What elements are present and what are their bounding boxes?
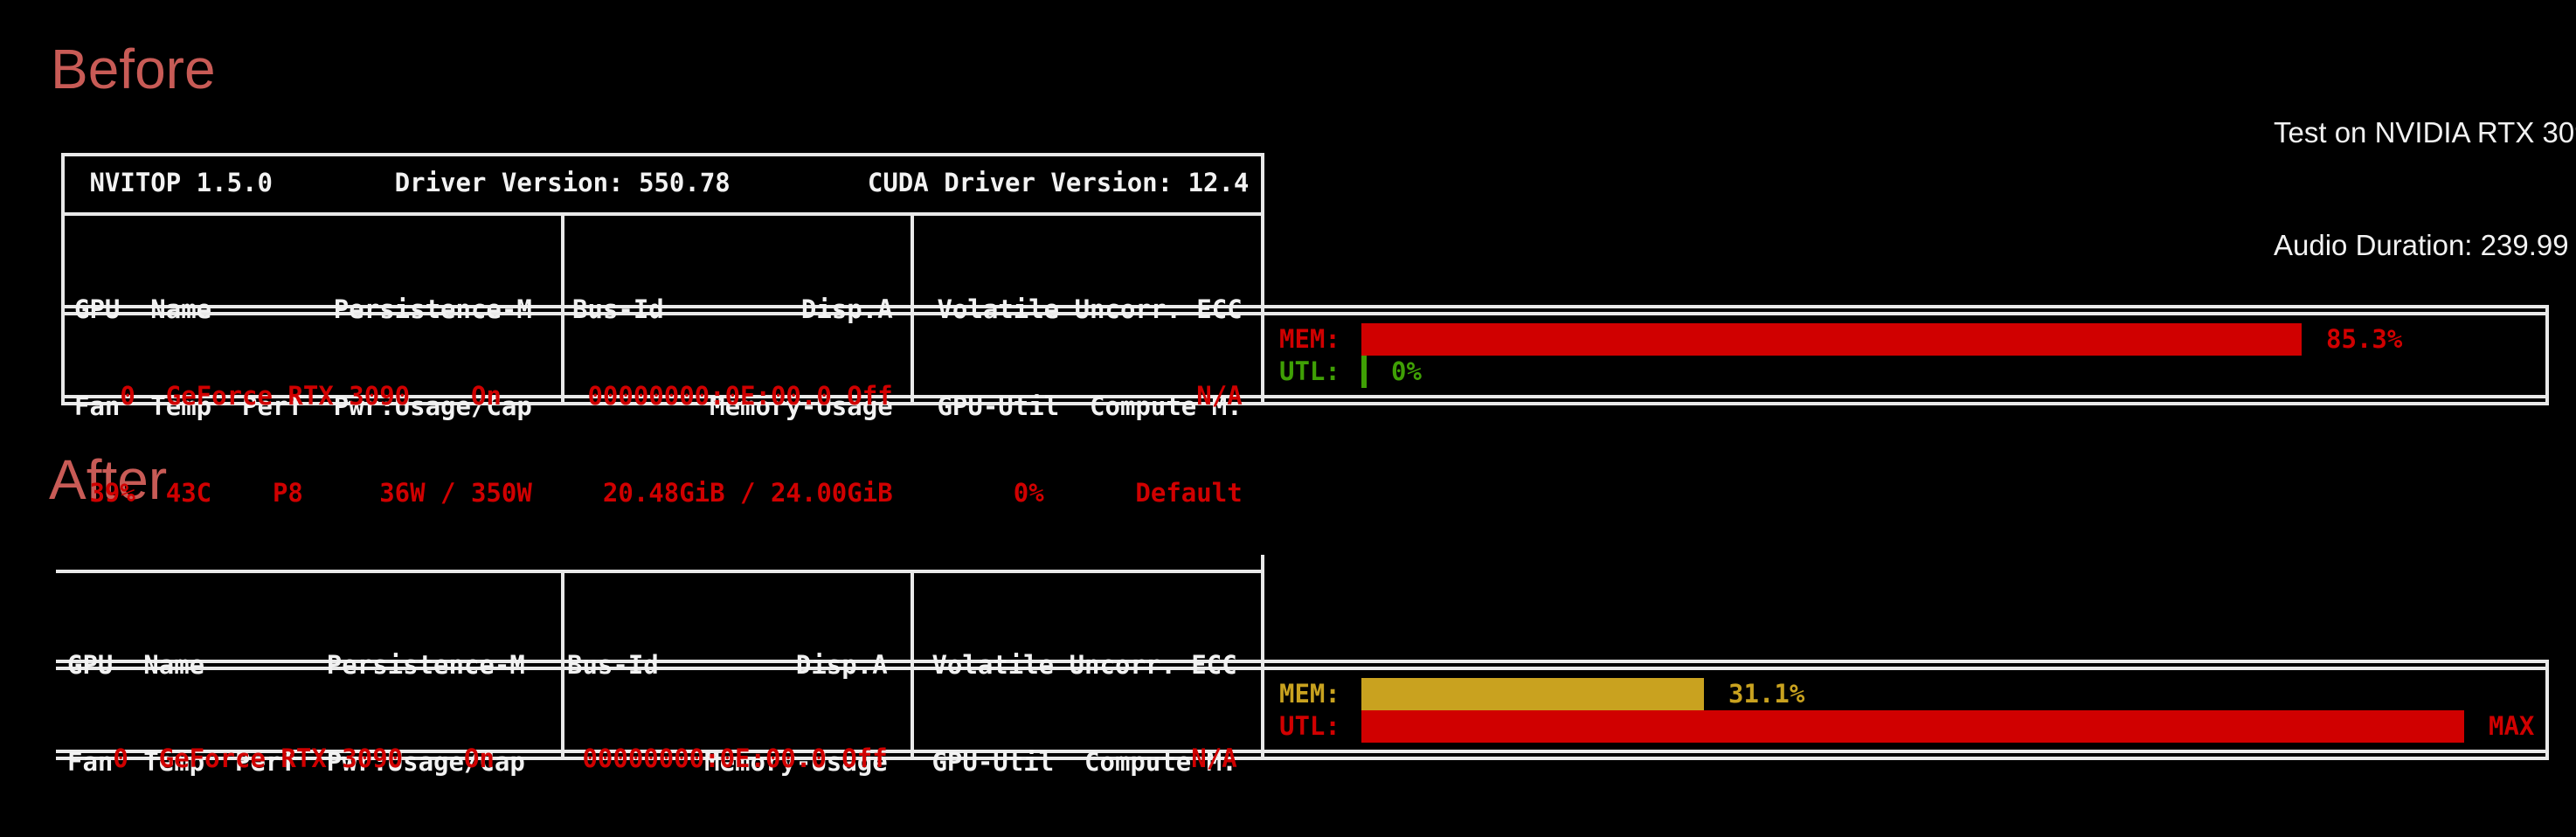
gpu-row-memory-line: 20.48GiB / 24.00GiB [572,478,893,508]
utl-gauge-value: 0% [1391,356,1422,386]
before-bottom-border-double [61,395,2549,405]
header-fan-temp-perf-power: Fan Temp Perf Pwr:Usage/Cap [74,391,532,421]
mem-gauge-bar [1361,323,2302,356]
gpu-row-ecc-line: N/A [922,381,1243,411]
before-utl-gauge: UTL: 0% [1264,356,2549,388]
after-gpu-row-col2: 00000000:0E:00.0 Off 7640MiB / 24.00GiB [567,678,888,837]
gpu-row-name-line: 0 GeForce RTX 3090 On [74,381,502,411]
header-busid-dispa: Bus-Id Disp.A [572,294,893,324]
after-column-separator-1 [561,570,564,760]
gpu-row-ecc-line: N/A [917,744,1237,773]
gpu-row-util-mode-line: 0% Default [922,478,1243,508]
after-section-title: After [49,448,168,511]
before-section-title: Before [51,38,216,100]
after-table-top-border [56,570,1264,573]
after-utl-gauge: UTL: MAX [1264,710,2549,743]
after-column-separator-2 [911,570,914,760]
gpu-row-stats-line: 39% 43C P8 36W / 350W [74,478,532,508]
header-memory-usage: Memory-Usage [572,391,893,421]
before-column-separator-2 [911,212,914,405]
before-nvitop-separator [61,212,1264,216]
before-mem-gauge: MEM: 85.3% [1264,323,2549,356]
mem-gauge-bar [1361,678,1704,710]
test-info: Test on NVIDIA RTX 3090 Audio Duration: … [2274,38,2576,339]
before-header-col2: Bus-Id Disp.A Memory-Usage [572,229,893,488]
before-gauge-panel-right-border [2545,305,2549,405]
before-table-left-border [61,153,65,405]
gpu-row-name-line: 0 GeForce RTX 3090 On [67,744,495,773]
utl-gauge-bar [1361,356,1367,388]
after-gpu-row-col1: 0 GeForce RTX 3090 On 39% 50C P2 310W / … [67,678,525,837]
header-gpu-name-persistence: GPU Name Persistence-M [67,650,525,680]
gpu-row-busid-line: 00000000:0E:00.0 Off [567,744,888,773]
after-gpu-row-col3: N/A 100% Default [917,678,1237,837]
after-gauge-panel-right-border [2545,660,2549,760]
mem-gauge-value: 85.3% [2326,324,2403,354]
before-header-col1: GPU Name Persistence-M Fan Temp Perf Pwr… [74,229,532,488]
before-header-separator-double [61,305,2549,315]
before-header-col3: Volatile Uncorr. ECC GPU-Util Compute M. [922,229,1243,488]
header-gpuutil-compute: GPU-Util Compute M. [917,747,1237,777]
header-volatile-ecc: Volatile Uncorr. ECC [922,294,1243,324]
header-busid-dispa: Bus-Id Disp.A [567,650,888,680]
mem-gauge-label: MEM: [1279,679,1340,709]
header-gpuutil-compute: GPU-Util Compute M. [922,391,1243,421]
after-table-right-border [1261,555,1264,760]
header-fan-temp-perf-power: Fan Temp Perf Pwr:Usage/Cap [67,747,525,777]
nvitop-version-header: NVITOP 1.5.0 Driver Version: 550.78 CUDA… [74,168,1250,197]
utl-gauge-value: MAX [2489,711,2535,741]
header-volatile-ecc: Volatile Uncorr. ECC [917,650,1237,680]
before-column-separator-1 [561,212,564,405]
before-table-right-border [1261,153,1264,405]
test-info-device-line: Test on NVIDIA RTX 3090 [2274,116,2576,149]
utl-gauge-bar [1361,710,2464,743]
after-mem-gauge: MEM: 31.1% [1264,678,2549,710]
before-gauges-panel: MEM: 85.3% UTL: 0% [1264,305,2549,405]
after-bottom-border-double [56,750,2549,760]
after-gauges-panel: MEM: 31.1% UTL: MAX [1264,660,2549,760]
utl-gauge-label: UTL: [1279,711,1340,741]
header-memory-usage: Memory-Usage [567,747,888,777]
gpu-row-busid-line: 00000000:0E:00.0 Off [572,381,893,411]
mem-gauge-value: 31.1% [1728,679,1805,709]
before-gpu-row-col3: N/A 0% Default [922,315,1243,574]
after-header-separator-double [56,660,2549,670]
before-table-top-border [61,153,1264,156]
before-gpu-row-col2: 00000000:0E:00.0 Off 20.48GiB / 24.00GiB [572,315,893,574]
after-header-col2: Bus-Id Disp.A Memory-Usage [567,585,888,837]
after-header-col1: GPU Name Persistence-M Fan Temp Perf Pwr… [67,585,525,837]
test-info-duration-line: Audio Duration: 239.99 [2274,229,2569,261]
before-gpu-row-col1: 0 GeForce RTX 3090 On 39% 43C P8 36W / 3… [74,315,532,574]
mem-gauge-label: MEM: [1279,324,1340,354]
utl-gauge-label: UTL: [1279,356,1340,386]
after-header-col3: Volatile Uncorr. ECC GPU-Util Compute M. [917,585,1237,837]
header-gpu-name-persistence: GPU Name Persistence-M [74,294,532,324]
